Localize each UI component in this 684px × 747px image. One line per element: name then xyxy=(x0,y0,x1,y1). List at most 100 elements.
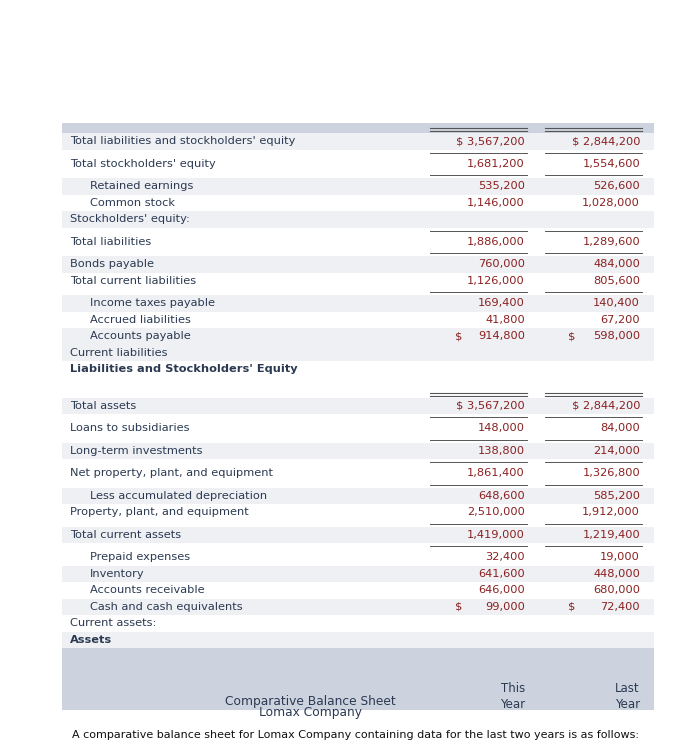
Text: Inventory: Inventory xyxy=(90,568,144,579)
Text: $ 3,567,200: $ 3,567,200 xyxy=(456,136,525,146)
Bar xyxy=(62,155,654,172)
Text: 32,400: 32,400 xyxy=(486,552,525,562)
Bar xyxy=(62,273,654,289)
Text: 1,861,400: 1,861,400 xyxy=(467,468,525,478)
Text: Assets: Assets xyxy=(70,635,112,645)
Text: Total liabilities and stockholders' equity: Total liabilities and stockholders' equi… xyxy=(70,136,295,146)
Text: 1,146,000: 1,146,000 xyxy=(467,198,525,208)
Text: Liabilities and Stockholders' Equity: Liabilities and Stockholders' Equity xyxy=(70,365,298,374)
Bar xyxy=(62,488,654,504)
Text: $ 2,844,200: $ 2,844,200 xyxy=(572,136,640,146)
Text: $: $ xyxy=(455,602,462,612)
Text: Long-term investments: Long-term investments xyxy=(70,446,202,456)
Bar xyxy=(62,295,654,311)
Text: 641,600: 641,600 xyxy=(478,568,525,579)
Text: 214,000: 214,000 xyxy=(593,446,640,456)
Text: Accrued liabilities: Accrued liabilities xyxy=(90,314,191,325)
Text: Retained earnings: Retained earnings xyxy=(90,182,194,191)
Text: 648,600: 648,600 xyxy=(478,491,525,500)
Bar xyxy=(62,527,654,543)
Text: Current liabilities: Current liabilities xyxy=(70,348,168,358)
Text: 1,126,000: 1,126,000 xyxy=(467,276,525,286)
Text: Total liabilities: Total liabilities xyxy=(70,237,151,247)
Text: 169,400: 169,400 xyxy=(478,298,525,309)
Text: Loans to subsidiaries: Loans to subsidiaries xyxy=(70,424,189,433)
Text: 1,554,600: 1,554,600 xyxy=(582,159,640,169)
Text: Current assets:: Current assets: xyxy=(70,619,157,628)
Text: 535,200: 535,200 xyxy=(478,182,525,191)
Text: Stockholders' equity:: Stockholders' equity: xyxy=(70,214,190,224)
Text: 1,419,000: 1,419,000 xyxy=(467,530,525,540)
Text: Income taxes payable: Income taxes payable xyxy=(90,298,215,309)
Text: This
Year: This Year xyxy=(500,682,525,711)
Text: Last
Year: Last Year xyxy=(615,682,640,711)
Bar xyxy=(62,648,654,710)
Bar xyxy=(62,442,654,459)
Text: Total current liabilities: Total current liabilities xyxy=(70,276,196,286)
Bar xyxy=(62,631,654,648)
Text: 598,000: 598,000 xyxy=(593,331,640,341)
Text: Net property, plant, and equipment: Net property, plant, and equipment xyxy=(70,468,273,478)
Text: 1,886,000: 1,886,000 xyxy=(467,237,525,247)
Text: 448,000: 448,000 xyxy=(593,568,640,579)
Bar xyxy=(62,256,654,273)
Text: 1,289,600: 1,289,600 xyxy=(582,237,640,247)
Bar xyxy=(62,397,654,414)
Text: Total stockholders' equity: Total stockholders' equity xyxy=(70,159,215,169)
Bar xyxy=(62,504,654,521)
Text: 140,400: 140,400 xyxy=(593,298,640,309)
Text: 1,912,000: 1,912,000 xyxy=(582,507,640,517)
Text: 19,000: 19,000 xyxy=(600,552,640,562)
Text: Comparative Balance Sheet: Comparative Balance Sheet xyxy=(225,695,396,708)
Bar xyxy=(62,565,654,582)
Bar xyxy=(62,615,654,631)
Text: Total current assets: Total current assets xyxy=(70,530,181,540)
Text: 526,600: 526,600 xyxy=(593,182,640,191)
Bar xyxy=(62,211,654,228)
Text: Common stock: Common stock xyxy=(90,198,175,208)
Bar xyxy=(62,361,654,377)
Bar xyxy=(62,234,654,250)
Text: Lomax Company: Lomax Company xyxy=(259,706,362,719)
Text: 914,800: 914,800 xyxy=(478,331,525,341)
Bar xyxy=(62,344,654,361)
Text: Property, plant, and equipment: Property, plant, and equipment xyxy=(70,507,249,517)
Text: Less accumulated depreciation: Less accumulated depreciation xyxy=(90,491,267,500)
Bar xyxy=(62,311,654,328)
Text: 41,800: 41,800 xyxy=(485,314,525,325)
Text: $ 2,844,200: $ 2,844,200 xyxy=(572,400,640,411)
Text: 585,200: 585,200 xyxy=(593,491,640,500)
Text: $: $ xyxy=(568,331,575,341)
Text: Total assets: Total assets xyxy=(70,400,136,411)
Text: 2,510,000: 2,510,000 xyxy=(467,507,525,517)
Text: 84,000: 84,000 xyxy=(601,424,640,433)
Text: 805,600: 805,600 xyxy=(593,276,640,286)
Bar xyxy=(62,123,654,133)
Text: 1,326,800: 1,326,800 xyxy=(582,468,640,478)
Text: 138,800: 138,800 xyxy=(478,446,525,456)
Text: 67,200: 67,200 xyxy=(601,314,640,325)
Bar xyxy=(62,328,654,344)
Text: Cash and cash equivalents: Cash and cash equivalents xyxy=(90,602,243,612)
Text: $: $ xyxy=(568,602,575,612)
Text: 484,000: 484,000 xyxy=(593,259,640,269)
Bar xyxy=(62,133,654,149)
Text: 1,028,000: 1,028,000 xyxy=(582,198,640,208)
Bar xyxy=(62,178,654,194)
Text: 99,000: 99,000 xyxy=(485,602,525,612)
Text: $: $ xyxy=(455,331,462,341)
Text: 148,000: 148,000 xyxy=(478,424,525,433)
Text: A comparative balance sheet for Lomax Company containing data for the last two y: A comparative balance sheet for Lomax Co… xyxy=(72,730,639,740)
Text: Prepaid expenses: Prepaid expenses xyxy=(90,552,190,562)
Text: Accounts receivable: Accounts receivable xyxy=(90,585,205,595)
Text: 1,219,400: 1,219,400 xyxy=(582,530,640,540)
Bar xyxy=(62,420,654,436)
Text: $ 3,567,200: $ 3,567,200 xyxy=(456,400,525,411)
Bar xyxy=(62,194,654,211)
Bar xyxy=(62,582,654,598)
Text: 760,000: 760,000 xyxy=(478,259,525,269)
Text: 680,000: 680,000 xyxy=(593,585,640,595)
Bar xyxy=(62,598,654,615)
Text: Accounts payable: Accounts payable xyxy=(90,331,191,341)
Text: 1,681,200: 1,681,200 xyxy=(467,159,525,169)
